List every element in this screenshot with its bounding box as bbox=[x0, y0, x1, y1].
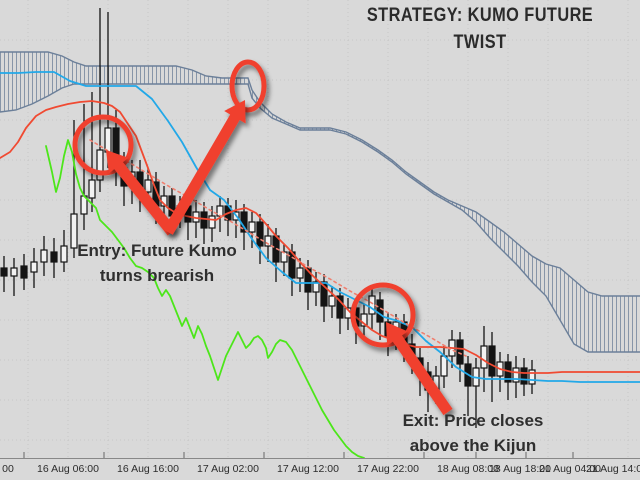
exit-candle-circle bbox=[350, 282, 416, 348]
x-axis-tick-label-2: 16 Aug 16:00 bbox=[117, 463, 179, 475]
exit-annotation-line1: Exit: Price closes bbox=[402, 411, 544, 430]
exit-annotation: Exit: Price closes above the Kijun bbox=[362, 408, 584, 458]
chart-title-line2: TWIST bbox=[453, 32, 507, 53]
exit-annotation-line2: above the Kijun bbox=[409, 436, 537, 455]
annotation-arrows bbox=[106, 100, 453, 416]
entry-candle-circle bbox=[72, 114, 134, 176]
entry-annotation: Entry: Future Kumo turns brearish bbox=[44, 238, 270, 288]
chart-title: STRATEGY: KUMO FUTURE TWIST bbox=[351, 2, 609, 56]
chart-title-line1: STRATEGY: KUMO FUTURE bbox=[366, 5, 594, 26]
x-axis-tick-label-3: 17 Aug 02:00 bbox=[197, 463, 259, 475]
annotation-markers bbox=[72, 59, 416, 348]
x-axis-tick-label-7: 18 Aug 18:00 bbox=[489, 463, 551, 475]
kumo-twist-circle bbox=[229, 59, 267, 113]
kumo-cloud bbox=[0, 51, 640, 353]
exit-arrow bbox=[386, 322, 453, 416]
entry-annotation-line2: turns brearish bbox=[99, 266, 215, 285]
indicator-lines bbox=[0, 71, 640, 459]
x-axis-tick-label-8: 21 Aug 04:00 bbox=[539, 463, 601, 475]
x-axis-tick-label-1: 16 Aug 06:00 bbox=[37, 463, 99, 475]
entry-annotation-line1: Entry: Future Kumo bbox=[77, 241, 237, 260]
x-axis-tick-label-9: 21 Aug 14:00 bbox=[586, 463, 640, 475]
x-axis-tick-label-6: 18 Aug 08:00 bbox=[437, 463, 499, 475]
entry-arrow bbox=[106, 100, 246, 236]
x-axis-tick-label-0: 00 bbox=[2, 463, 14, 475]
axis-ticks bbox=[23, 452, 574, 458]
x-axis-tick-label-5: 17 Aug 22:00 bbox=[357, 463, 419, 475]
x-axis-tick-label-4: 17 Aug 12:00 bbox=[277, 463, 339, 475]
